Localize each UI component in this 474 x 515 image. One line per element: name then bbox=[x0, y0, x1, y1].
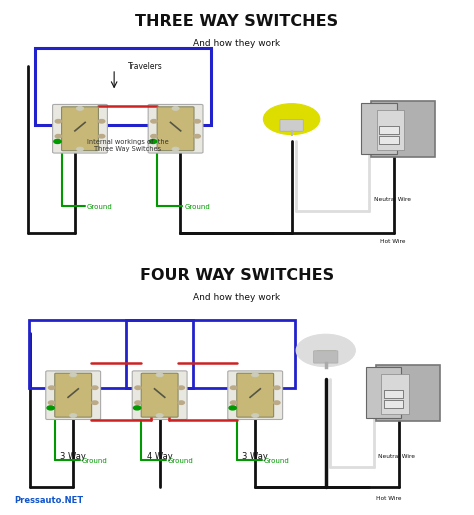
Circle shape bbox=[273, 386, 280, 389]
Text: 3 Way: 3 Way bbox=[60, 452, 86, 461]
FancyBboxPatch shape bbox=[280, 119, 303, 131]
Circle shape bbox=[194, 134, 201, 138]
Text: And how they work: And how they work bbox=[193, 293, 281, 302]
FancyBboxPatch shape bbox=[371, 100, 435, 157]
Text: 3 Way: 3 Way bbox=[242, 452, 268, 461]
Text: Ground: Ground bbox=[168, 458, 193, 464]
Text: Neutral Wire: Neutral Wire bbox=[378, 454, 415, 458]
Circle shape bbox=[48, 401, 55, 404]
Text: Ground: Ground bbox=[87, 204, 113, 210]
Circle shape bbox=[99, 119, 105, 123]
Circle shape bbox=[55, 119, 62, 123]
Circle shape bbox=[252, 373, 259, 377]
FancyBboxPatch shape bbox=[376, 110, 404, 150]
Text: Pressauto.NET: Pressauto.NET bbox=[14, 496, 83, 505]
Circle shape bbox=[229, 406, 237, 410]
Circle shape bbox=[230, 401, 237, 404]
FancyBboxPatch shape bbox=[62, 107, 99, 151]
Text: Hot Wire: Hot Wire bbox=[380, 239, 406, 245]
Text: Ground: Ground bbox=[185, 204, 210, 210]
Circle shape bbox=[172, 147, 179, 151]
FancyBboxPatch shape bbox=[384, 390, 403, 399]
Circle shape bbox=[76, 107, 83, 110]
FancyBboxPatch shape bbox=[228, 371, 283, 420]
Circle shape bbox=[156, 373, 163, 377]
FancyBboxPatch shape bbox=[314, 351, 338, 363]
Circle shape bbox=[47, 406, 55, 410]
Text: Neutral Wire: Neutral Wire bbox=[374, 197, 410, 202]
Circle shape bbox=[135, 401, 141, 404]
Text: Internal workings of  the
Three Way Switches: Internal workings of the Three Way Switc… bbox=[87, 139, 169, 152]
Circle shape bbox=[151, 119, 157, 123]
Circle shape bbox=[70, 373, 77, 377]
Circle shape bbox=[149, 140, 157, 144]
FancyBboxPatch shape bbox=[384, 400, 403, 408]
Circle shape bbox=[230, 386, 237, 389]
Circle shape bbox=[48, 386, 55, 389]
Text: THREE WAY SWITCHES: THREE WAY SWITCHES bbox=[136, 14, 338, 29]
Circle shape bbox=[273, 401, 280, 404]
Circle shape bbox=[151, 134, 157, 138]
FancyBboxPatch shape bbox=[366, 367, 401, 418]
FancyBboxPatch shape bbox=[53, 105, 108, 153]
Circle shape bbox=[194, 119, 201, 123]
Circle shape bbox=[156, 414, 163, 418]
Circle shape bbox=[70, 414, 77, 418]
FancyBboxPatch shape bbox=[361, 104, 397, 154]
Text: Ground: Ground bbox=[264, 458, 289, 464]
Text: And how they work: And how they work bbox=[193, 39, 281, 48]
Circle shape bbox=[252, 414, 259, 418]
Circle shape bbox=[178, 386, 184, 389]
FancyBboxPatch shape bbox=[379, 126, 399, 134]
Circle shape bbox=[296, 334, 356, 367]
Circle shape bbox=[178, 401, 184, 404]
FancyBboxPatch shape bbox=[375, 365, 440, 421]
Text: Travelers: Travelers bbox=[128, 62, 163, 72]
Text: FOUR WAY SWITCHES: FOUR WAY SWITCHES bbox=[140, 268, 334, 283]
FancyBboxPatch shape bbox=[148, 105, 203, 153]
FancyBboxPatch shape bbox=[141, 373, 178, 417]
Circle shape bbox=[91, 401, 98, 404]
FancyBboxPatch shape bbox=[157, 107, 194, 151]
FancyBboxPatch shape bbox=[46, 371, 100, 420]
FancyBboxPatch shape bbox=[237, 373, 273, 417]
Circle shape bbox=[134, 406, 141, 410]
Circle shape bbox=[76, 147, 83, 151]
Circle shape bbox=[91, 386, 98, 389]
FancyBboxPatch shape bbox=[55, 373, 91, 417]
FancyBboxPatch shape bbox=[381, 373, 409, 414]
Circle shape bbox=[135, 386, 141, 389]
FancyBboxPatch shape bbox=[132, 371, 187, 420]
Text: Ground: Ground bbox=[82, 458, 107, 464]
Circle shape bbox=[54, 140, 61, 144]
Circle shape bbox=[99, 134, 105, 138]
Circle shape bbox=[264, 104, 320, 134]
Text: Hot Wire: Hot Wire bbox=[376, 496, 401, 501]
Circle shape bbox=[55, 134, 62, 138]
FancyBboxPatch shape bbox=[379, 136, 399, 144]
Circle shape bbox=[172, 107, 179, 110]
Text: 4 Way: 4 Way bbox=[147, 452, 173, 461]
